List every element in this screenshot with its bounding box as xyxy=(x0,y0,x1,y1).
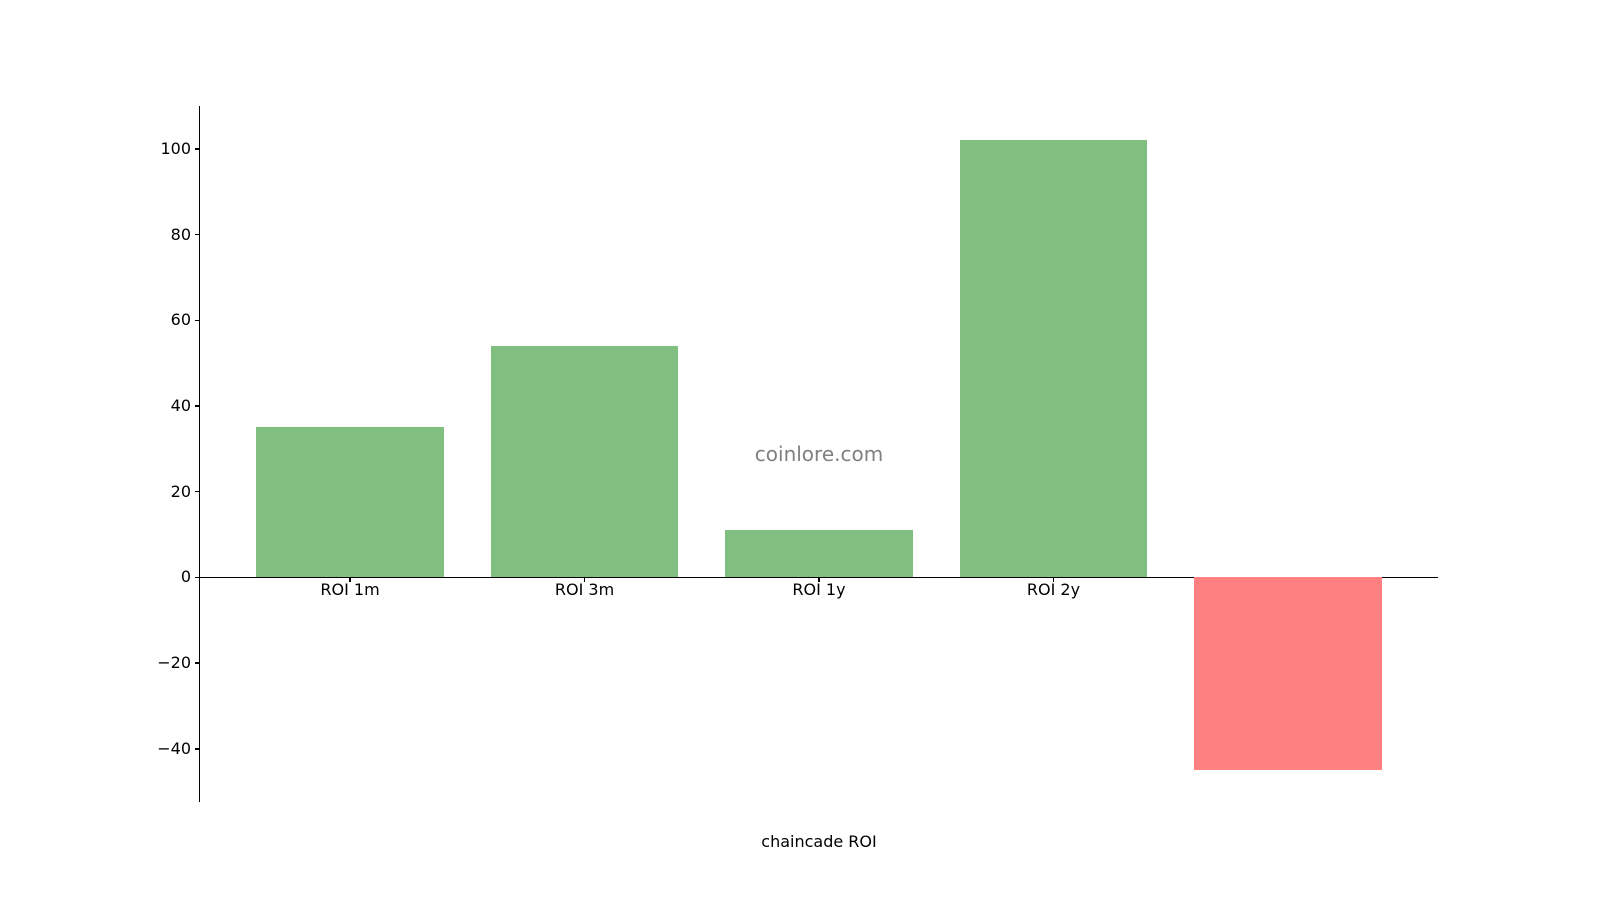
chart-xlabel: chaincade ROI xyxy=(761,832,877,851)
y-tick-label-40: 40 xyxy=(170,396,191,415)
x-tick-roi-2y xyxy=(1052,577,1055,583)
y-tick-label-−20: −20 xyxy=(157,653,191,673)
y-tick-label-0: 0 xyxy=(180,567,191,587)
y-tick-label-−40: −40 xyxy=(157,738,191,758)
y-tick-label-60: 60 xyxy=(170,310,191,330)
x-tick-label-roi-1y: ROI 1y xyxy=(792,579,846,599)
bar-5 xyxy=(1194,577,1382,771)
y-tick-40 xyxy=(195,405,200,407)
bar-roi-1y xyxy=(725,530,913,578)
y-tick-0 xyxy=(195,576,200,579)
y-tick-−40 xyxy=(195,748,200,750)
y-tick-label-20: 20 xyxy=(170,481,191,501)
y-tick-20 xyxy=(195,490,200,493)
watermark-text: coinlore.com xyxy=(754,442,884,466)
bar-roi-1m xyxy=(256,427,444,578)
y-tick-label-80: 80 xyxy=(170,224,191,244)
y-tick-−20 xyxy=(195,662,200,664)
bar-roi-3m xyxy=(490,346,679,578)
bar-roi-2y xyxy=(959,140,1148,578)
y-tick-100 xyxy=(195,148,200,150)
x-tick-label-roi-1m: ROI 1m xyxy=(320,579,380,599)
y-tick-60 xyxy=(195,319,200,322)
x-tick-roi-1m xyxy=(349,577,351,583)
y-tick-label-100: 100 xyxy=(160,138,191,158)
x-tick-roi-3m xyxy=(583,577,586,583)
y-axis-spine xyxy=(198,106,200,802)
x-tick-label-roi-3m: ROI 3m xyxy=(554,579,615,599)
y-tick-80 xyxy=(195,233,200,236)
x-tick-roi-1y xyxy=(818,577,820,583)
x-tick-label-roi-2y: ROI 2y xyxy=(1026,579,1081,599)
